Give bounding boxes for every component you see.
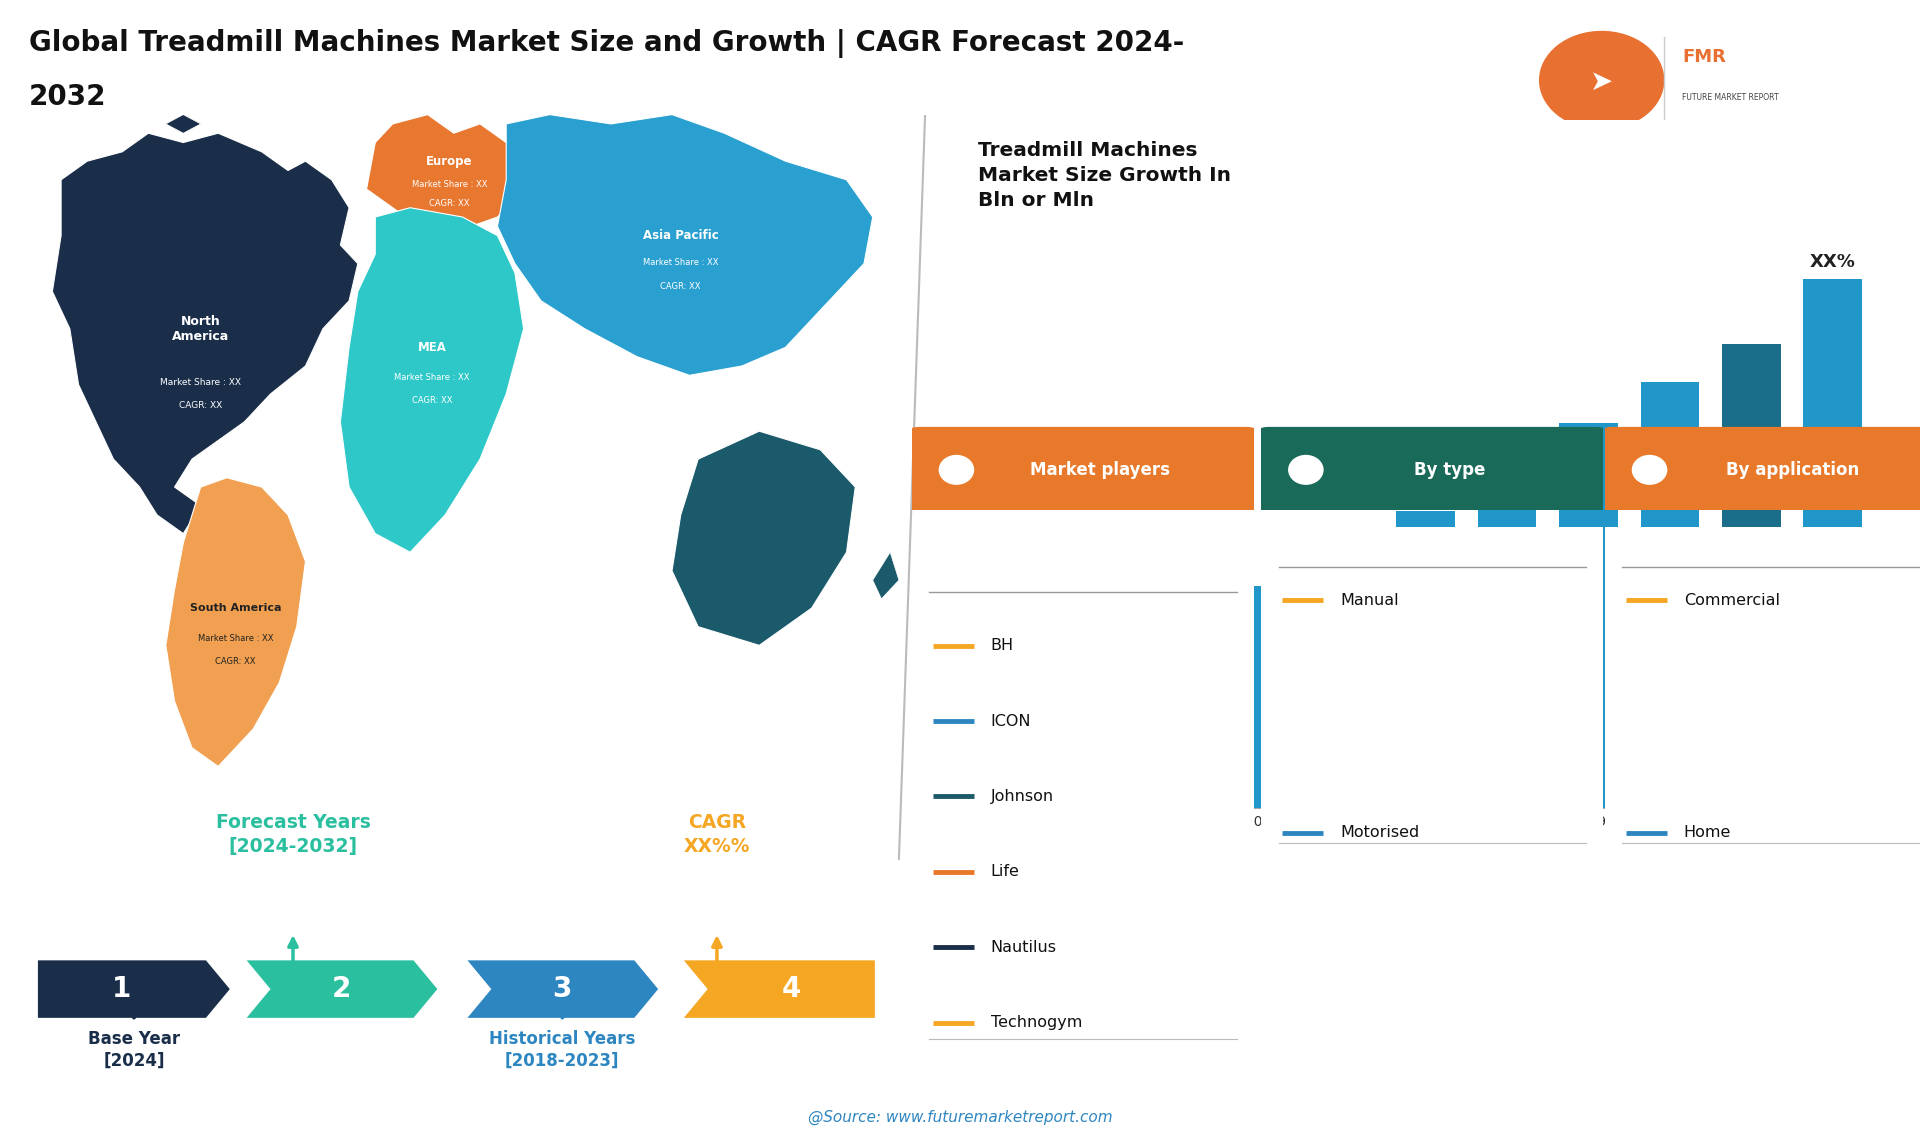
Text: Commercial: Commercial (1684, 592, 1780, 607)
Polygon shape (367, 115, 524, 226)
FancyBboxPatch shape (1597, 426, 1920, 512)
Bar (1803, 278, 1862, 808)
Text: CAGR: XX: CAGR: XX (430, 199, 470, 207)
Polygon shape (244, 959, 438, 1019)
FancyBboxPatch shape (1254, 426, 1611, 512)
Bar (1722, 344, 1780, 808)
Polygon shape (52, 133, 357, 534)
Text: ➤: ➤ (1590, 68, 1613, 95)
Polygon shape (165, 478, 305, 767)
Text: Nautilus: Nautilus (991, 940, 1056, 955)
Text: North
America: North America (173, 315, 228, 343)
Polygon shape (465, 959, 660, 1019)
Text: FMR: FMR (1682, 48, 1726, 66)
Text: By application: By application (1726, 461, 1860, 479)
Polygon shape (340, 207, 524, 552)
Text: 3: 3 (553, 975, 572, 1003)
Text: XX%: XX% (1811, 253, 1857, 272)
Text: Historical Years
[2018-2023]: Historical Years [2018-2023] (490, 1030, 636, 1070)
Text: @Source: www.futuremarketreport.com: @Source: www.futuremarketreport.com (808, 1110, 1112, 1125)
Polygon shape (682, 959, 876, 1019)
Text: FUTURE MARKET REPORT: FUTURE MARKET REPORT (1682, 93, 1778, 102)
Text: By type: By type (1413, 461, 1484, 479)
Bar (1559, 424, 1619, 808)
Text: CAGR
XX%%: CAGR XX%% (684, 813, 751, 856)
Text: Base Year
[2024]: Base Year [2024] (88, 1030, 180, 1070)
Text: Market Share : XX: Market Share : XX (643, 259, 718, 267)
Circle shape (1288, 455, 1323, 484)
Text: Europe: Europe (426, 155, 472, 167)
Bar (1152, 617, 1212, 808)
Bar (1233, 586, 1292, 808)
Text: BH: BH (991, 638, 1014, 653)
Text: Technogym: Technogym (991, 1015, 1083, 1030)
Text: Market Share : XX: Market Share : XX (411, 180, 488, 189)
Text: ICON: ICON (991, 714, 1031, 729)
Text: 1: 1 (111, 975, 131, 1003)
Text: Asia Pacific: Asia Pacific (643, 229, 718, 242)
Text: MEA: MEA (417, 340, 447, 354)
Text: XX%: XX% (1158, 591, 1204, 610)
Text: Market Share : XX: Market Share : XX (394, 372, 470, 382)
Bar (1478, 470, 1536, 808)
Text: Market Share : XX: Market Share : XX (159, 378, 242, 386)
Polygon shape (672, 431, 854, 645)
FancyBboxPatch shape (1258, 524, 1607, 863)
Text: 2032: 2032 (29, 83, 106, 110)
Text: Market Share : XX: Market Share : XX (198, 634, 273, 643)
Text: Home: Home (1684, 825, 1732, 840)
Text: Life: Life (991, 864, 1020, 879)
Text: Johnson: Johnson (991, 788, 1054, 804)
Bar (1071, 643, 1129, 808)
Bar (989, 678, 1048, 808)
FancyBboxPatch shape (904, 426, 1261, 512)
Text: Global Treadmill Machines Market Size and Growth | CAGR Forecast 2024-: Global Treadmill Machines Market Size an… (29, 29, 1185, 57)
Text: CAGR: XX: CAGR: XX (411, 397, 453, 406)
FancyBboxPatch shape (908, 521, 1258, 1072)
Text: CAGR: XX: CAGR: XX (179, 401, 223, 410)
Circle shape (1540, 32, 1663, 129)
Text: CAGR: XX: CAGR: XX (660, 282, 701, 291)
Text: Forecast Years
[2024-2032]: Forecast Years [2024-2032] (215, 813, 371, 856)
Text: 4: 4 (781, 975, 801, 1003)
Polygon shape (874, 552, 899, 599)
Polygon shape (36, 959, 230, 1019)
Polygon shape (165, 115, 202, 133)
Bar (1396, 511, 1455, 808)
FancyBboxPatch shape (1601, 524, 1920, 863)
Text: Market players: Market players (1029, 461, 1169, 479)
Circle shape (1632, 455, 1667, 484)
Text: CAGR: XX: CAGR: XX (215, 657, 255, 666)
Polygon shape (497, 115, 874, 375)
Bar (1315, 550, 1373, 808)
Bar (1640, 383, 1699, 808)
Text: Treadmill Machines
Market Size Growth In
Bln or Mln: Treadmill Machines Market Size Growth In… (977, 141, 1231, 211)
Text: South America: South America (190, 603, 282, 613)
Circle shape (939, 455, 973, 484)
Text: Manual: Manual (1340, 592, 1398, 607)
Text: 2: 2 (332, 975, 351, 1003)
Text: Motorised: Motorised (1340, 825, 1419, 840)
